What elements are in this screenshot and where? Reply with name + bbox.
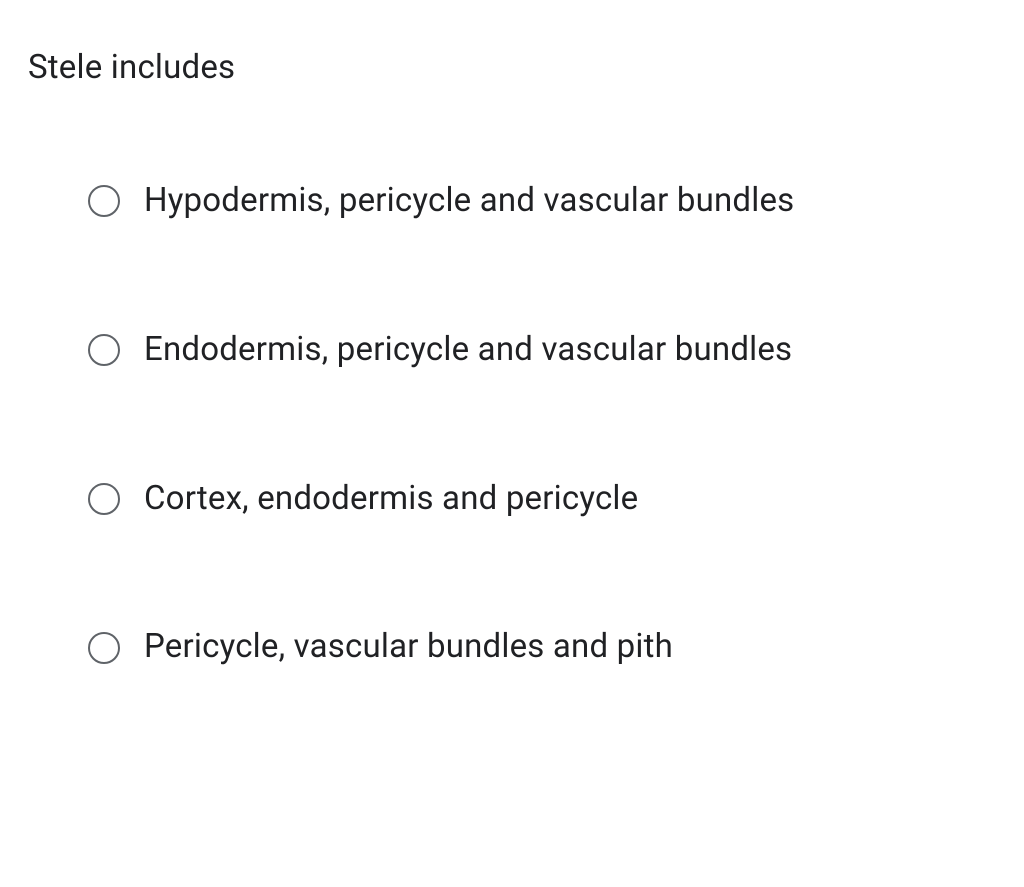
radio-icon[interactable]	[88, 632, 120, 664]
option-2[interactable]: Endodermis, pericycle and vascular bundl…	[88, 324, 996, 377]
question-text: Stele includes	[28, 48, 996, 87]
option-3[interactable]: Cortex, endodermis and pericycle	[88, 473, 996, 526]
radio-icon[interactable]	[88, 185, 120, 217]
option-label: Endodermis, pericycle and vascular bundl…	[144, 324, 792, 377]
option-1[interactable]: Hypodermis, pericycle and vascular bundl…	[88, 175, 996, 228]
radio-icon[interactable]	[88, 483, 120, 515]
radio-icon[interactable]	[88, 334, 120, 366]
option-label: Hypodermis, pericycle and vascular bundl…	[144, 175, 794, 228]
option-label: Pericycle, vascular bundles and pith	[144, 621, 673, 674]
option-4[interactable]: Pericycle, vascular bundles and pith	[88, 621, 996, 674]
option-label: Cortex, endodermis and pericycle	[144, 473, 638, 526]
options-container: Hypodermis, pericycle and vascular bundl…	[28, 175, 996, 674]
